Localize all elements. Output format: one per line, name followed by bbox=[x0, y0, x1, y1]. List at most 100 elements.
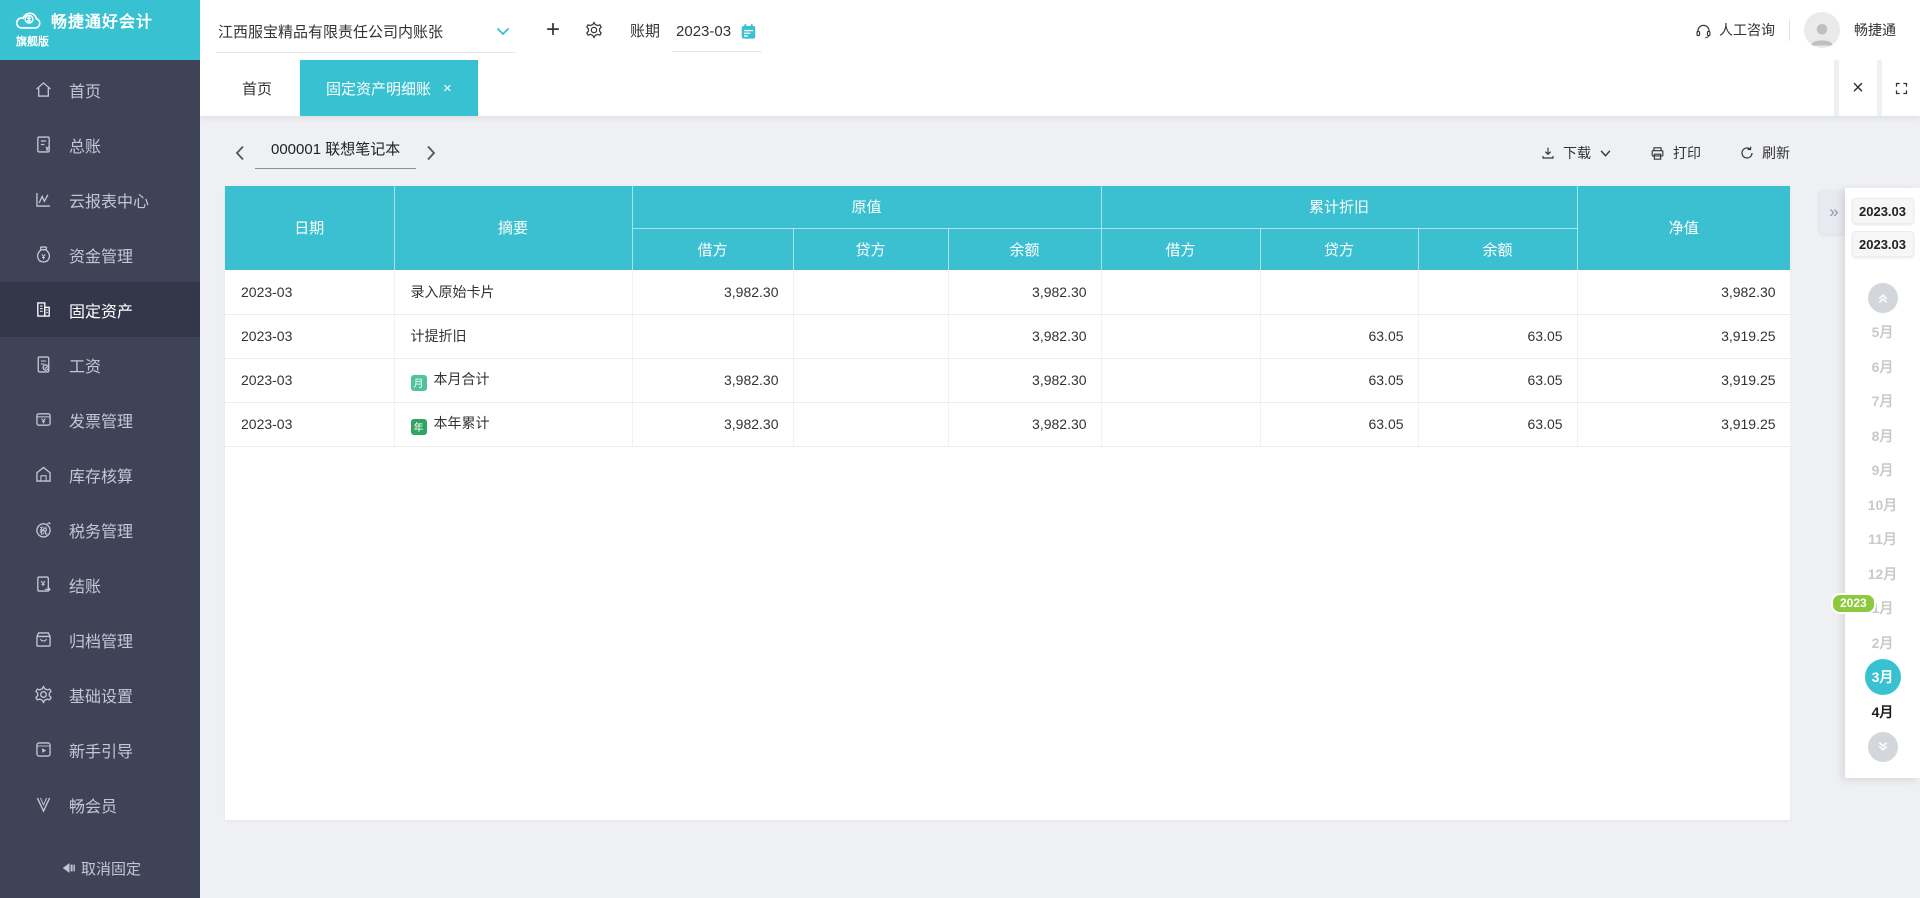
ov-credit-cell bbox=[793, 270, 949, 315]
ov-debit-cell: 3,982.30 bbox=[632, 270, 794, 315]
sidebar-item-payroll[interactable]: 工资 bbox=[0, 337, 200, 392]
brand-logo: 畅捷通好会计 旗舰版 bbox=[0, 0, 200, 60]
sidebar-item-label: 新手引导 bbox=[69, 743, 134, 761]
sidebar-item-invoice[interactable]: 发票管理 bbox=[0, 392, 200, 447]
tab-close-icon[interactable]: × bbox=[443, 79, 452, 97]
next-asset-button[interactable] bbox=[416, 141, 446, 165]
add-account-button[interactable]: + bbox=[546, 16, 561, 43]
period-range-end[interactable]: 2023.03 bbox=[1851, 231, 1914, 257]
sidebar-item-settings[interactable]: 基础设置 bbox=[0, 667, 200, 722]
ov-balance-cell: 3,982.30 bbox=[948, 358, 1102, 403]
period-month-selected[interactable]: 3月 bbox=[1864, 659, 1901, 696]
sidebar-item-guide[interactable]: 新手引导 bbox=[0, 722, 200, 777]
unpin-label: 取消固定 bbox=[80, 860, 141, 878]
sidebar-item-closing[interactable]: 结账 bbox=[0, 557, 200, 612]
cloud-logo-icon bbox=[14, 8, 44, 32]
sidebar-item-label: 库存核算 bbox=[69, 468, 134, 486]
avatar[interactable] bbox=[1804, 12, 1840, 48]
sidebar-item-label: 总账 bbox=[69, 138, 102, 156]
invoice-icon bbox=[32, 409, 54, 431]
scroll-months-down-button[interactable] bbox=[1867, 732, 1898, 762]
period-month: 8月 bbox=[1871, 427, 1894, 444]
fullscreen-button[interactable] bbox=[1882, 60, 1920, 116]
period-picker[interactable]: 2023-03 bbox=[672, 18, 763, 52]
sidebar-item-label: 发票管理 bbox=[69, 413, 134, 431]
unpin-sidebar-button[interactable]: 取消固定 bbox=[0, 848, 200, 888]
settings-gear-button[interactable] bbox=[584, 20, 604, 40]
support-label: 人工咨询 bbox=[1719, 22, 1775, 38]
ov-balance-cell: 3,982.30 bbox=[948, 314, 1102, 359]
sidebar-item-member[interactable]: 畅会员 bbox=[0, 777, 200, 832]
dep-balance-cell bbox=[1418, 270, 1578, 315]
sidebar-item-fixed-assets[interactable]: 固定资产 bbox=[0, 282, 200, 337]
period-month: 10月 bbox=[1867, 496, 1898, 513]
gear-icon bbox=[32, 684, 54, 706]
sidebar-item-cloud-reports[interactable]: 云报表中心 bbox=[0, 172, 200, 227]
summary-cell: 月本月合计 bbox=[394, 358, 633, 403]
print-button[interactable]: 打印 bbox=[1649, 143, 1701, 163]
sidebar-item-home[interactable]: 首页 bbox=[0, 62, 200, 117]
net-cell: 3,919.25 bbox=[1577, 358, 1791, 403]
download-label: 下载 bbox=[1563, 145, 1591, 161]
period-range-start[interactable]: 2023.03 bbox=[1851, 198, 1914, 224]
net-cell: 3,919.25 bbox=[1577, 314, 1791, 359]
ledger-table-card: 日期 摘要 原值 累计折旧 净值 借方 贷方 余额 借方 贷方 余额 2023- bbox=[225, 186, 1791, 820]
period-month: 2月 bbox=[1871, 634, 1894, 651]
live-support-button[interactable]: 人工咨询 bbox=[1694, 20, 1775, 40]
report-chart-icon bbox=[32, 189, 54, 211]
sidebar-item-inventory[interactable]: 库存核算 bbox=[0, 447, 200, 502]
period-month: 1月 bbox=[1871, 600, 1894, 617]
tab-fixed-asset-ledger[interactable]: 固定资产明细账 × bbox=[300, 60, 478, 116]
sidebar: 畅捷通好会计 旗舰版 首页 总账 云报表中心 资金管理 bbox=[0, 0, 200, 898]
month-list: 5月 6月 7月 8月 9月 10月 11月 12月 1月 2月 3月 4月 bbox=[1864, 315, 1901, 729]
period-month: 12月 bbox=[1867, 565, 1898, 582]
company-selector[interactable]: 江西服宝精品有限责任公司内账张 bbox=[216, 17, 516, 53]
period-month: 11月 bbox=[1868, 531, 1897, 548]
dep-balance-cell: 63.05 bbox=[1418, 314, 1578, 359]
fixed-asset-ledger-table: 日期 摘要 原值 累计折旧 净值 借方 贷方 余额 借方 贷方 余额 2023- bbox=[225, 186, 1791, 447]
toolbar-actions: 下载 打印 刷新 bbox=[1540, 143, 1790, 163]
closing-book-icon bbox=[32, 574, 54, 596]
sidebar-item-general-ledger[interactable]: 总账 bbox=[0, 117, 200, 172]
tab-home[interactable]: 首页 bbox=[236, 60, 278, 116]
sidebar-item-label: 工资 bbox=[69, 358, 102, 376]
dep-debit-cell bbox=[1101, 402, 1261, 447]
sidebar-item-funds[interactable]: 资金管理 bbox=[0, 227, 200, 282]
period-month[interactable]: 4月 bbox=[1871, 703, 1894, 720]
ov-balance-cell: 3,982.30 bbox=[948, 270, 1102, 315]
net-cell: 3,919.25 bbox=[1577, 402, 1791, 447]
prev-asset-button[interactable] bbox=[225, 141, 255, 165]
tab-strip: 首页 固定资产明细账 × × bbox=[200, 60, 1920, 116]
headset-icon bbox=[1694, 21, 1713, 40]
download-button[interactable]: 下载 bbox=[1540, 143, 1611, 163]
dep-debit-cell bbox=[1101, 270, 1261, 315]
payroll-sheet-icon bbox=[32, 354, 54, 376]
brand-name: 畅捷通好会计 bbox=[51, 14, 154, 31]
col-header-dep-credit: 贷方 bbox=[1259, 228, 1419, 270]
dep-balance-cell: 63.05 bbox=[1418, 402, 1578, 447]
dep-credit-cell: 63.05 bbox=[1260, 402, 1419, 447]
sidebar-item-label: 固定资产 bbox=[69, 303, 134, 321]
svg-text:税: 税 bbox=[39, 525, 47, 535]
collapse-pin-icon bbox=[59, 859, 77, 877]
sidebar-item-label: 税务管理 bbox=[69, 523, 134, 541]
sidebar-item-archive[interactable]: 归档管理 bbox=[0, 612, 200, 667]
building-icon bbox=[32, 299, 54, 321]
collapse-period-panel-button[interactable]: » bbox=[1820, 190, 1848, 234]
col-header-dep-debit: 借方 bbox=[1100, 228, 1261, 270]
dep-credit-cell bbox=[1260, 270, 1419, 315]
sidebar-item-label: 畅会员 bbox=[69, 798, 118, 816]
tax-seal-icon: 税 bbox=[32, 519, 54, 541]
sidebar-item-label: 归档管理 bbox=[69, 633, 134, 651]
period-month: 5月 bbox=[1871, 324, 1894, 341]
scroll-months-up-button[interactable] bbox=[1867, 283, 1898, 313]
money-bag-icon bbox=[32, 244, 54, 266]
brand-edition: 旗舰版 bbox=[16, 36, 49, 48]
asset-code-name[interactable]: 000001 联想笔记本 bbox=[255, 138, 417, 169]
ov-credit-cell bbox=[793, 314, 949, 359]
close-page-button[interactable]: × bbox=[1839, 60, 1877, 116]
sidebar-item-tax[interactable]: 税 税务管理 bbox=[0, 502, 200, 557]
ov-credit-cell bbox=[793, 358, 949, 403]
refresh-button[interactable]: 刷新 bbox=[1739, 143, 1790, 163]
company-name: 江西服宝精品有限责任公司内账张 bbox=[218, 24, 444, 41]
